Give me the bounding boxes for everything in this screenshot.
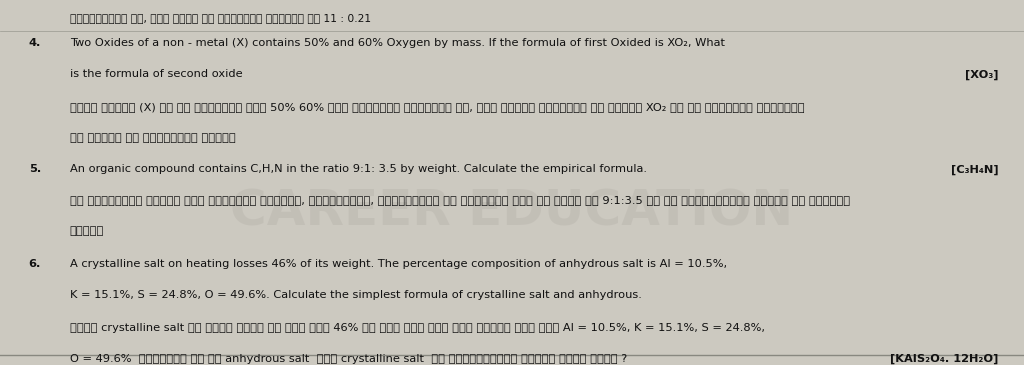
Text: का सूत्र का निर्धारण करें।: का सूत्र का निर्धारण करें। [70,133,236,143]
Text: A crystalline salt on heating losses 46% of its weight. The percentage compositi: A crystalline salt on heating losses 46%… [70,259,727,269]
Text: K = 15.1%, S = 24.8%, O = 49.6%. Calculate the simplest formula of crystalline s: K = 15.1%, S = 24.8%, O = 49.6%. Calcula… [70,290,641,300]
Text: 4.: 4. [29,38,41,48]
Text: [KAIS₂O₄. 12H₂O]: [KAIS₂O₄. 12H₂O] [890,354,998,364]
Text: एक कार्बनिक यौगिक में उपस्थित कार्बन, हाइड्रोजन, नाइट्रोजन का प्रतिशत भार के आधा: एक कार्बनिक यौगिक में उपस्थित कार्बन, हा… [70,195,850,205]
Text: [C₃H₄N]: [C₃H₄N] [950,164,998,174]
Text: [XO₃]: [XO₃] [965,69,998,80]
Text: O = 49.6%  उपस्थित है तो anhydrous salt  तथा crystalline salt  का मूलानुपाती सूत: O = 49.6% उपस्थित है तो anhydrous salt त… [70,354,627,364]
Text: CAREER EDUCATION: CAREER EDUCATION [230,188,794,236]
Text: 6.: 6. [29,259,41,269]
Text: किसी crystalline salt को गर्म करने पर भार में 46% की कमी आती है। यदि शुष्क लवण म: किसी crystalline salt को गर्म करने पर भा… [70,323,765,333]
Text: is the formula of second oxide: is the formula of second oxide [70,69,243,79]
Text: करें।: करें। [70,226,104,236]
Text: निर्धारित कर, यदि साधु का परिणामु आनुपात है 11 : 0.21: निर्धारित कर, यदि साधु का परिणामु आनुपात… [70,13,371,23]
Text: किसी अधातु (X) के दो ओक्साइड में 50% 60% तथा ओक्सीजन उपस्थित है, यदि प्रथम ओक्सा: किसी अधातु (X) के दो ओक्साइड में 50% 60%… [70,102,804,112]
Text: 5.: 5. [29,164,41,174]
Text: An organic compound contains C,H,N in the ratio 9:1: 3.5 by weight. Calculate th: An organic compound contains C,H,N in th… [70,164,646,174]
Text: Two Oxides of a non - metal (X) contains 50% and 60% Oxygen by mass. If the form: Two Oxides of a non - metal (X) contains… [70,38,725,48]
